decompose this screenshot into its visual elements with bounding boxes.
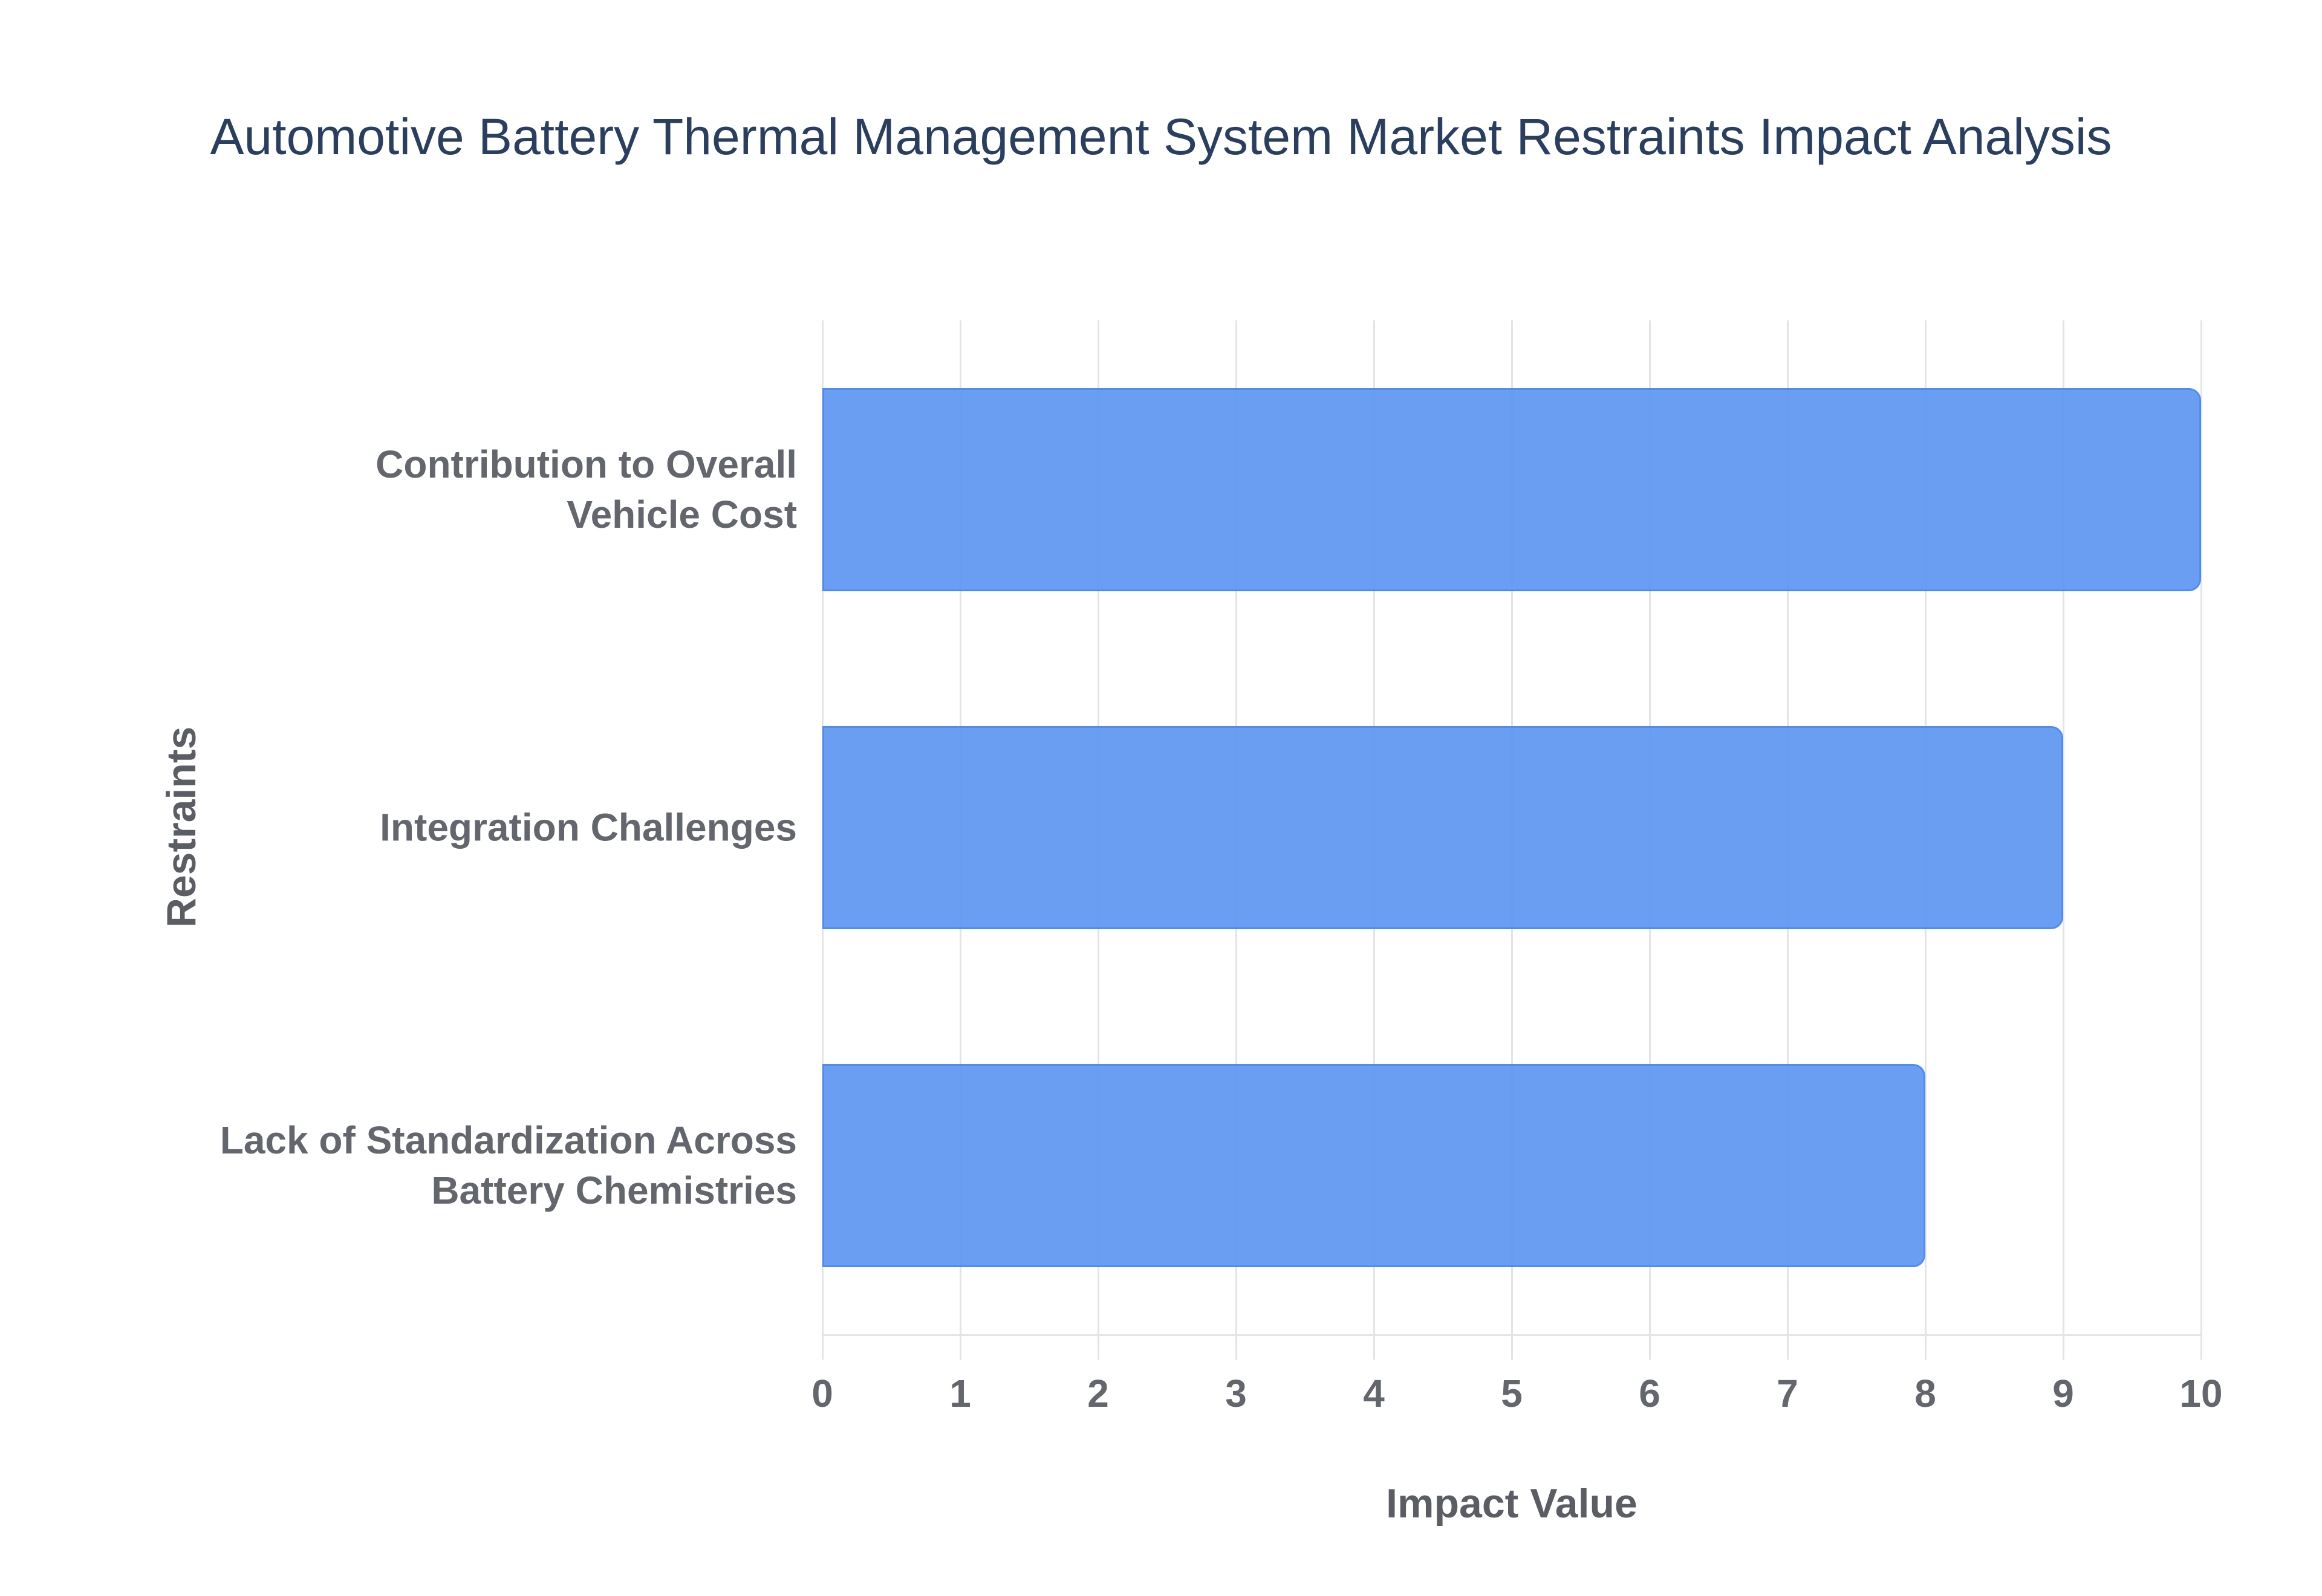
bar-0 bbox=[822, 388, 2201, 591]
tickmark-x-10 bbox=[2200, 1334, 2202, 1360]
tickmark-x-5 bbox=[1511, 1334, 1513, 1360]
x-tick-label-5: 5 bbox=[1501, 1372, 1523, 1415]
x-tick-label-3: 3 bbox=[1225, 1372, 1247, 1415]
tickmark-x-1 bbox=[959, 1334, 961, 1360]
tickmark-x-4 bbox=[1373, 1334, 1375, 1360]
x-tick-label-6: 6 bbox=[1639, 1372, 1660, 1415]
y-tick-label-0: Contribution to Overall Vehicle Cost bbox=[376, 442, 797, 536]
x-tick-label-1: 1 bbox=[949, 1372, 971, 1415]
x-tick-label-2: 2 bbox=[1087, 1372, 1109, 1415]
x-tick-label-8: 8 bbox=[1914, 1372, 1936, 1415]
tickmark-x-7 bbox=[1786, 1334, 1789, 1360]
plot-area bbox=[821, 320, 2202, 1360]
x-tick-label-0: 0 bbox=[811, 1372, 833, 1415]
tickmark-x-8 bbox=[1924, 1334, 1927, 1360]
tickmark-x-3 bbox=[1235, 1334, 1237, 1360]
x-axis-title: Impact Value bbox=[1386, 1481, 1637, 1526]
tickmark-x-9 bbox=[2062, 1334, 2064, 1360]
x-tick-label-9: 9 bbox=[2052, 1372, 2074, 1415]
gridline-x-9 bbox=[2062, 320, 2064, 1334]
x-tick-label-7: 7 bbox=[1777, 1372, 1798, 1415]
tickmark-x-6 bbox=[1648, 1334, 1651, 1360]
bar-1 bbox=[822, 725, 2063, 929]
bar-2 bbox=[822, 1063, 1925, 1267]
chart-title: Automotive Battery Thermal Management Sy… bbox=[210, 108, 2112, 165]
tickmark-x-2 bbox=[1097, 1334, 1099, 1360]
gridline-x-10 bbox=[2200, 320, 2202, 1334]
x-tick-label-10: 10 bbox=[2179, 1372, 2223, 1415]
y-tick-label-1: Integration Challenges bbox=[380, 805, 797, 849]
tickmark-x-0 bbox=[821, 1334, 824, 1360]
x-tick-label-4: 4 bbox=[1363, 1372, 1385, 1415]
y-tick-label-2: Lack of Standardization Across Battery C… bbox=[220, 1118, 797, 1212]
